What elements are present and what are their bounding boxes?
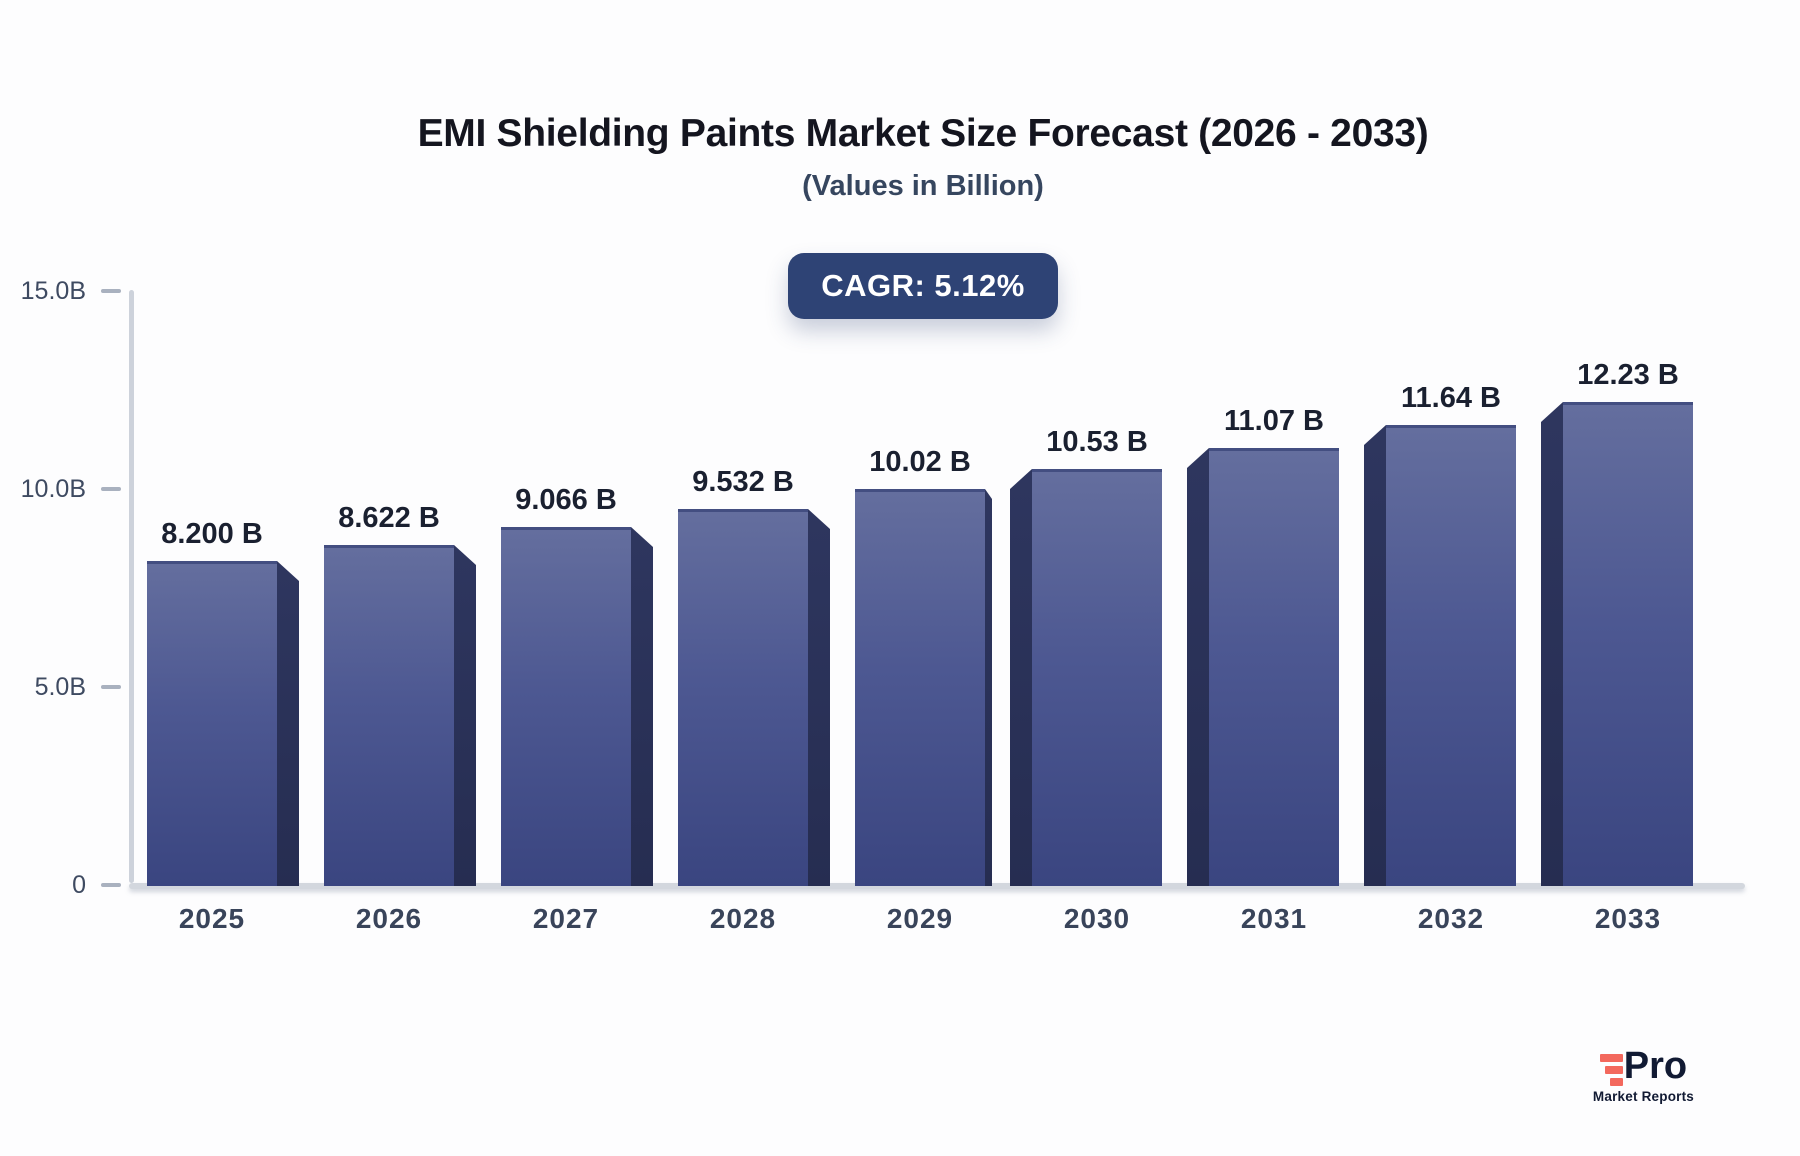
y-tick-dash xyxy=(101,289,121,293)
bar-2032 xyxy=(1386,425,1516,886)
bar-2031 xyxy=(1209,448,1339,886)
bar-side xyxy=(985,489,992,886)
y-tick-label: 15.0B xyxy=(20,277,86,305)
bar-side xyxy=(808,509,830,886)
bar-side xyxy=(277,561,299,886)
bar-side xyxy=(1541,402,1563,886)
bar-value-label: 11.64 B xyxy=(1401,382,1501,414)
cagr-badge: CAGR: 5.12% xyxy=(788,253,1058,319)
bar-side xyxy=(631,527,653,886)
bar-2028 xyxy=(678,509,808,886)
bar-2027 xyxy=(501,527,631,886)
x-tick-label: 2029 xyxy=(886,903,954,934)
logo-tagline: Market Reports xyxy=(1592,1089,1694,1104)
bar-value-label: 12.23 B xyxy=(1577,359,1679,391)
logo-mark: Pro xyxy=(1599,1045,1688,1088)
y-tick-label: 5.0B xyxy=(34,673,86,701)
bar-side xyxy=(1187,448,1209,886)
pro-market-reports-logo: Pro Market Reports xyxy=(1592,1045,1694,1104)
chart-subtitle: (Values in Billion) xyxy=(802,170,1044,202)
y-axis-line xyxy=(129,290,134,883)
x-tick-label: 2027 xyxy=(532,903,600,934)
x-tick-label: 2032 xyxy=(1417,903,1485,934)
y-tick-dash xyxy=(101,487,121,491)
x-tick-label: 2033 xyxy=(1594,903,1662,934)
x-axis-baseline xyxy=(129,883,1745,889)
bar-2030 xyxy=(1032,469,1162,886)
bar-2025 xyxy=(147,561,277,886)
bar-value-label: 8.622 B xyxy=(338,502,440,534)
bar-2033 xyxy=(1563,402,1693,886)
bar-2029 xyxy=(855,489,985,886)
bar-value-label: 8.200 B xyxy=(161,518,263,550)
y-tick-dash xyxy=(101,685,121,689)
y-tick-label: 0 xyxy=(72,871,86,899)
y-tick-label: 10.0B xyxy=(20,475,86,503)
bar-value-label: 11.07 B xyxy=(1224,405,1324,437)
bar-2026 xyxy=(324,545,454,886)
bar-value-label: 10.53 B xyxy=(1046,426,1148,458)
logo-bars-icon xyxy=(1599,1054,1623,1087)
x-tick-label: 2028 xyxy=(709,903,777,934)
bar-side xyxy=(1364,425,1386,886)
bar-value-label: 9.532 B xyxy=(692,466,794,498)
bar-value-label: 9.066 B xyxy=(515,484,617,516)
x-tick-label: 2031 xyxy=(1240,903,1308,934)
cagr-badge-row: CAGR: 5.12% xyxy=(46,253,1800,319)
bar-value-label: 10.02 B xyxy=(869,446,971,478)
bar-side xyxy=(454,545,476,886)
chart-title: EMI Shielding Paints Market Size Forecas… xyxy=(417,112,1429,155)
x-tick-label: 2025 xyxy=(178,903,246,934)
logo-brand-text: Pro xyxy=(1623,1045,1688,1088)
x-tick-label: 2030 xyxy=(1063,903,1131,934)
y-tick-dash xyxy=(101,883,121,887)
x-tick-label: 2026 xyxy=(355,903,423,934)
bar-side xyxy=(1010,469,1032,886)
